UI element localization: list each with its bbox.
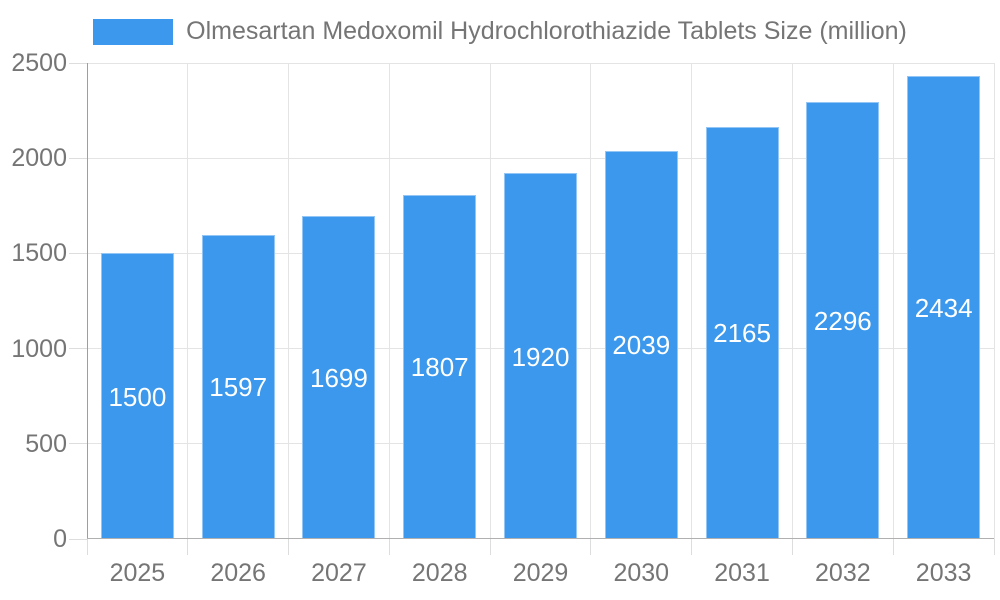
bar-value-label: 2039 [612,330,671,361]
x-gridline [892,63,894,539]
x-axis-tick-label: 2028 [411,559,468,587]
x-axis-tick-label: 2027 [311,559,367,587]
x-axis-line [87,538,994,539]
x-axis-tick-label: 2029 [512,559,569,587]
x-axis-tick-label: 2030 [613,559,670,587]
legend-item[interactable]: Olmesartan Medoxomil Hydrochlorothiazide… [93,17,907,46]
x-axis-tick [288,539,290,555]
bar-value-label: 2296 [813,305,872,336]
y-axis-tick-label: 2000 [11,144,67,173]
x-axis-tick [489,539,491,555]
x-axis-tick [86,539,88,555]
x-axis-tick [388,539,390,555]
bar-2027[interactable]: 1699 [302,215,376,539]
bar-2028[interactable]: 1807 [403,194,477,539]
bar-value-label: 1597 [209,372,268,403]
x-gridline [993,63,995,539]
bar-value-label: 2165 [713,318,771,349]
bar-value-label: 1807 [410,352,469,383]
y-axis-tick-label: 1000 [11,334,67,363]
bar-2031[interactable]: 2165 [705,126,779,539]
bar-2030[interactable]: 2039 [604,150,678,539]
x-axis-tick [892,539,894,555]
y-axis-tick-label: 0 [53,525,67,553]
y-gridline [87,62,994,64]
x-axis-tick-label: 2031 [714,559,770,587]
bar-2029[interactable]: 1920 [504,173,577,539]
x-axis-tick [791,539,793,555]
y-axis-tick-label: 1500 [11,239,67,268]
bar-value-label: 1500 [108,381,167,412]
x-axis-tick-label: 2033 [915,559,972,587]
x-axis-tick [691,539,693,555]
legend-swatch-icon [93,18,174,45]
x-gridline [691,63,693,539]
x-axis-tick [590,539,592,555]
y-axis-tick-label: 2500 [11,49,67,77]
y-gridline [87,157,994,159]
x-gridline [288,63,290,539]
y-axis-tick-label: 500 [25,429,67,458]
x-gridline [388,63,390,539]
y-axis-line [87,63,88,539]
y-axis-tick [69,538,87,540]
y-axis-tick [69,62,87,64]
bar-2026[interactable]: 1597 [201,234,275,539]
bar-2025[interactable]: 1500 [100,253,174,539]
y-axis-tick [69,157,87,159]
legend: Olmesartan Medoxomil Hydrochlorothiazide… [0,17,1000,46]
bar-2033[interactable]: 2434 [907,75,981,539]
x-gridline [187,63,189,539]
y-axis-tick [69,443,87,445]
y-axis-tick [69,348,87,350]
x-gridline [791,63,793,539]
x-axis-tick-label: 2025 [109,559,166,587]
x-axis-tick-label: 2026 [210,559,266,587]
x-axis-tick-label: 2032 [815,559,871,587]
x-axis-tick [993,539,995,555]
bar-value-label: 1699 [310,362,368,393]
bar-value-label: 1920 [511,341,570,372]
legend-label: Olmesartan Medoxomil Hydrochlorothiazide… [186,17,907,45]
bar-value-label: 2434 [914,292,973,323]
x-axis-tick [187,539,189,555]
x-gridline [590,63,592,539]
x-gridline [489,63,491,539]
y-axis-tick [69,252,87,254]
plot-area: 1500 2025 1597 2026 1699 2027 1807 2028 1920 2029… [69,62,995,587]
bar-2032[interactable]: 2296 [806,101,880,539]
